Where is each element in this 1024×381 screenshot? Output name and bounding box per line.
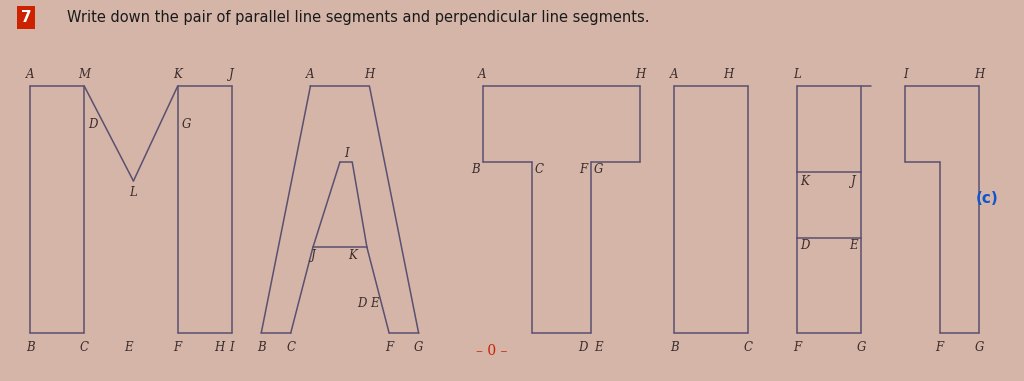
Text: C: C <box>535 163 544 176</box>
Text: K: K <box>173 68 182 81</box>
Text: B: B <box>670 341 679 354</box>
Text: F: F <box>936 341 944 354</box>
Text: D: D <box>357 297 367 310</box>
Text: F: F <box>385 341 393 354</box>
Text: G: G <box>975 341 984 354</box>
Text: H: H <box>635 68 645 81</box>
Text: F: F <box>580 163 588 176</box>
Text: C: C <box>743 341 753 354</box>
Text: H: H <box>214 341 224 354</box>
Text: G: G <box>856 341 865 354</box>
Text: I: I <box>229 341 234 354</box>
Text: I: I <box>344 147 348 160</box>
Text: F: F <box>174 341 181 354</box>
Text: C: C <box>287 341 295 354</box>
Text: Write down the pair of parallel line segments and perpendicular line segments.: Write down the pair of parallel line seg… <box>68 10 649 25</box>
Text: I: I <box>903 68 907 81</box>
Text: B: B <box>26 341 35 354</box>
Text: E: E <box>370 297 379 310</box>
Text: C: C <box>80 341 89 354</box>
Text: D: D <box>800 239 809 251</box>
Text: E: E <box>124 341 133 354</box>
Text: J: J <box>310 250 315 263</box>
Text: B: B <box>257 341 265 354</box>
Text: J: J <box>851 174 856 187</box>
Text: F: F <box>794 341 801 354</box>
Text: G: G <box>182 118 191 131</box>
Text: G: G <box>593 163 603 176</box>
Text: A: A <box>306 68 314 81</box>
Text: – 0 –: – 0 – <box>476 344 507 357</box>
Text: H: H <box>974 68 984 81</box>
Text: L: L <box>130 186 137 199</box>
Text: D: D <box>88 118 98 131</box>
Text: G: G <box>414 341 423 354</box>
Text: E: E <box>594 341 602 354</box>
Text: K: K <box>800 174 809 187</box>
Text: 7: 7 <box>20 10 32 25</box>
Text: J: J <box>229 68 234 81</box>
Text: B: B <box>471 163 479 176</box>
Text: K: K <box>348 250 356 263</box>
Text: H: H <box>723 68 733 81</box>
Text: (c): (c) <box>976 190 998 206</box>
Text: A: A <box>670 68 679 81</box>
Text: D: D <box>579 341 588 354</box>
Text: A: A <box>478 68 486 81</box>
Text: H: H <box>365 68 375 81</box>
Text: M: M <box>78 68 90 81</box>
Text: L: L <box>794 68 801 81</box>
Text: A: A <box>26 68 35 81</box>
Text: E: E <box>849 239 858 251</box>
